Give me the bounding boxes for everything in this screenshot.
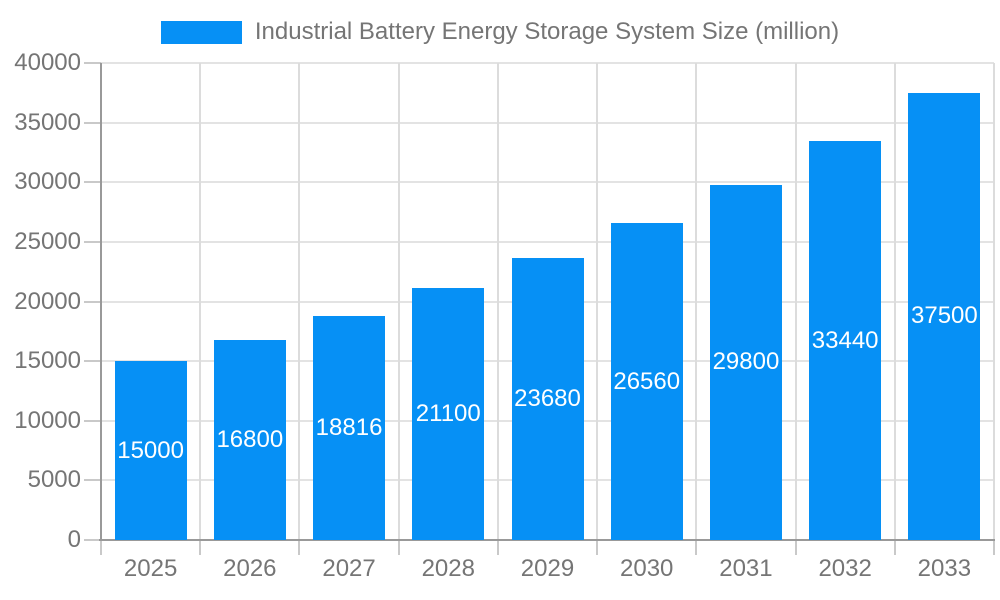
y-gridline <box>101 62 994 64</box>
bar-value-label: 33440 <box>811 326 879 354</box>
x-axis-label: 2030 <box>620 555 674 582</box>
y-gridline <box>101 240 994 243</box>
x-axis-tick <box>794 540 797 555</box>
x-axis-tick <box>397 540 400 555</box>
x-axis-label: 2025 <box>123 555 178 582</box>
y-axis-tick <box>84 240 101 243</box>
bar-value-label: 16800 <box>216 425 284 453</box>
chart-legend: Industrial Battery Energy Storage System… <box>0 20 1000 44</box>
y-axis-tick <box>84 419 101 422</box>
y-axis-label: 10000 <box>14 406 81 434</box>
bar: 15000 <box>114 361 187 540</box>
x-gridline <box>596 63 599 540</box>
y-axis-label: 35000 <box>14 108 81 136</box>
x-axis-label: 2029 <box>520 555 575 582</box>
bar-value-label: 15000 <box>117 436 184 464</box>
bar: 33440 <box>809 141 882 540</box>
bar-value-label: 18816 <box>315 413 383 441</box>
y-axis-tick <box>84 479 101 482</box>
bar: 16800 <box>213 339 286 540</box>
x-axis-tick <box>993 540 995 555</box>
y-axis-label: 5000 <box>27 466 81 494</box>
bar-value-label: 29800 <box>712 348 780 376</box>
x-gridline <box>993 63 995 540</box>
x-axis-label: 2026 <box>223 555 277 582</box>
x-axis-tick <box>496 540 499 555</box>
y-axis-label: 30000 <box>14 168 81 196</box>
legend-label: Industrial Battery Energy Storage System… <box>254 18 840 45</box>
y-axis-label: 0 <box>67 526 81 553</box>
y-axis-tick <box>84 62 101 64</box>
x-axis-tick <box>298 540 301 555</box>
x-gridline <box>794 63 797 540</box>
y-axis-tick <box>84 181 101 184</box>
y-axis-label: 15000 <box>14 347 81 375</box>
bar-value-label: 21100 <box>415 400 481 428</box>
x-gridline <box>893 63 896 540</box>
x-gridline <box>397 63 400 540</box>
bar-value-label: 26560 <box>613 367 681 395</box>
y-axis-label: 20000 <box>14 287 81 315</box>
bar: 29800 <box>709 184 782 540</box>
x-axis-tick <box>596 540 599 555</box>
x-gridline <box>298 63 301 540</box>
x-axis-line <box>99 539 995 541</box>
x-axis-tick <box>695 540 698 555</box>
y-axis-line <box>100 63 102 540</box>
x-axis-label: 2033 <box>917 555 972 582</box>
x-axis-label: 2027 <box>322 555 376 582</box>
x-gridline <box>695 63 698 540</box>
y-gridline <box>101 121 994 124</box>
y-axis-label: 25000 <box>14 227 81 255</box>
x-axis-tick <box>199 540 202 555</box>
y-gridline <box>101 181 994 184</box>
bar-value-label: 37500 <box>911 302 978 330</box>
x-gridline <box>199 63 202 540</box>
y-axis-tick <box>84 300 101 303</box>
x-axis-label: 2032 <box>818 555 872 582</box>
bar: 21100 <box>412 288 485 540</box>
x-axis-tick <box>100 540 102 555</box>
x-axis-label: 2031 <box>719 555 773 582</box>
y-axis-tick <box>84 539 101 541</box>
y-axis-tick <box>84 360 101 363</box>
x-axis-tick <box>893 540 896 555</box>
y-axis-label: 40000 <box>14 49 81 76</box>
bar: 23680 <box>511 257 584 540</box>
bar: 37500 <box>908 92 981 540</box>
y-axis-tick <box>84 121 101 124</box>
bar-value-label: 23680 <box>514 384 581 412</box>
bar: 26560 <box>610 223 683 540</box>
bar: 18816 <box>313 315 386 540</box>
x-gridline <box>496 63 499 540</box>
legend-swatch <box>160 20 242 44</box>
x-axis-label: 2028 <box>421 555 475 582</box>
